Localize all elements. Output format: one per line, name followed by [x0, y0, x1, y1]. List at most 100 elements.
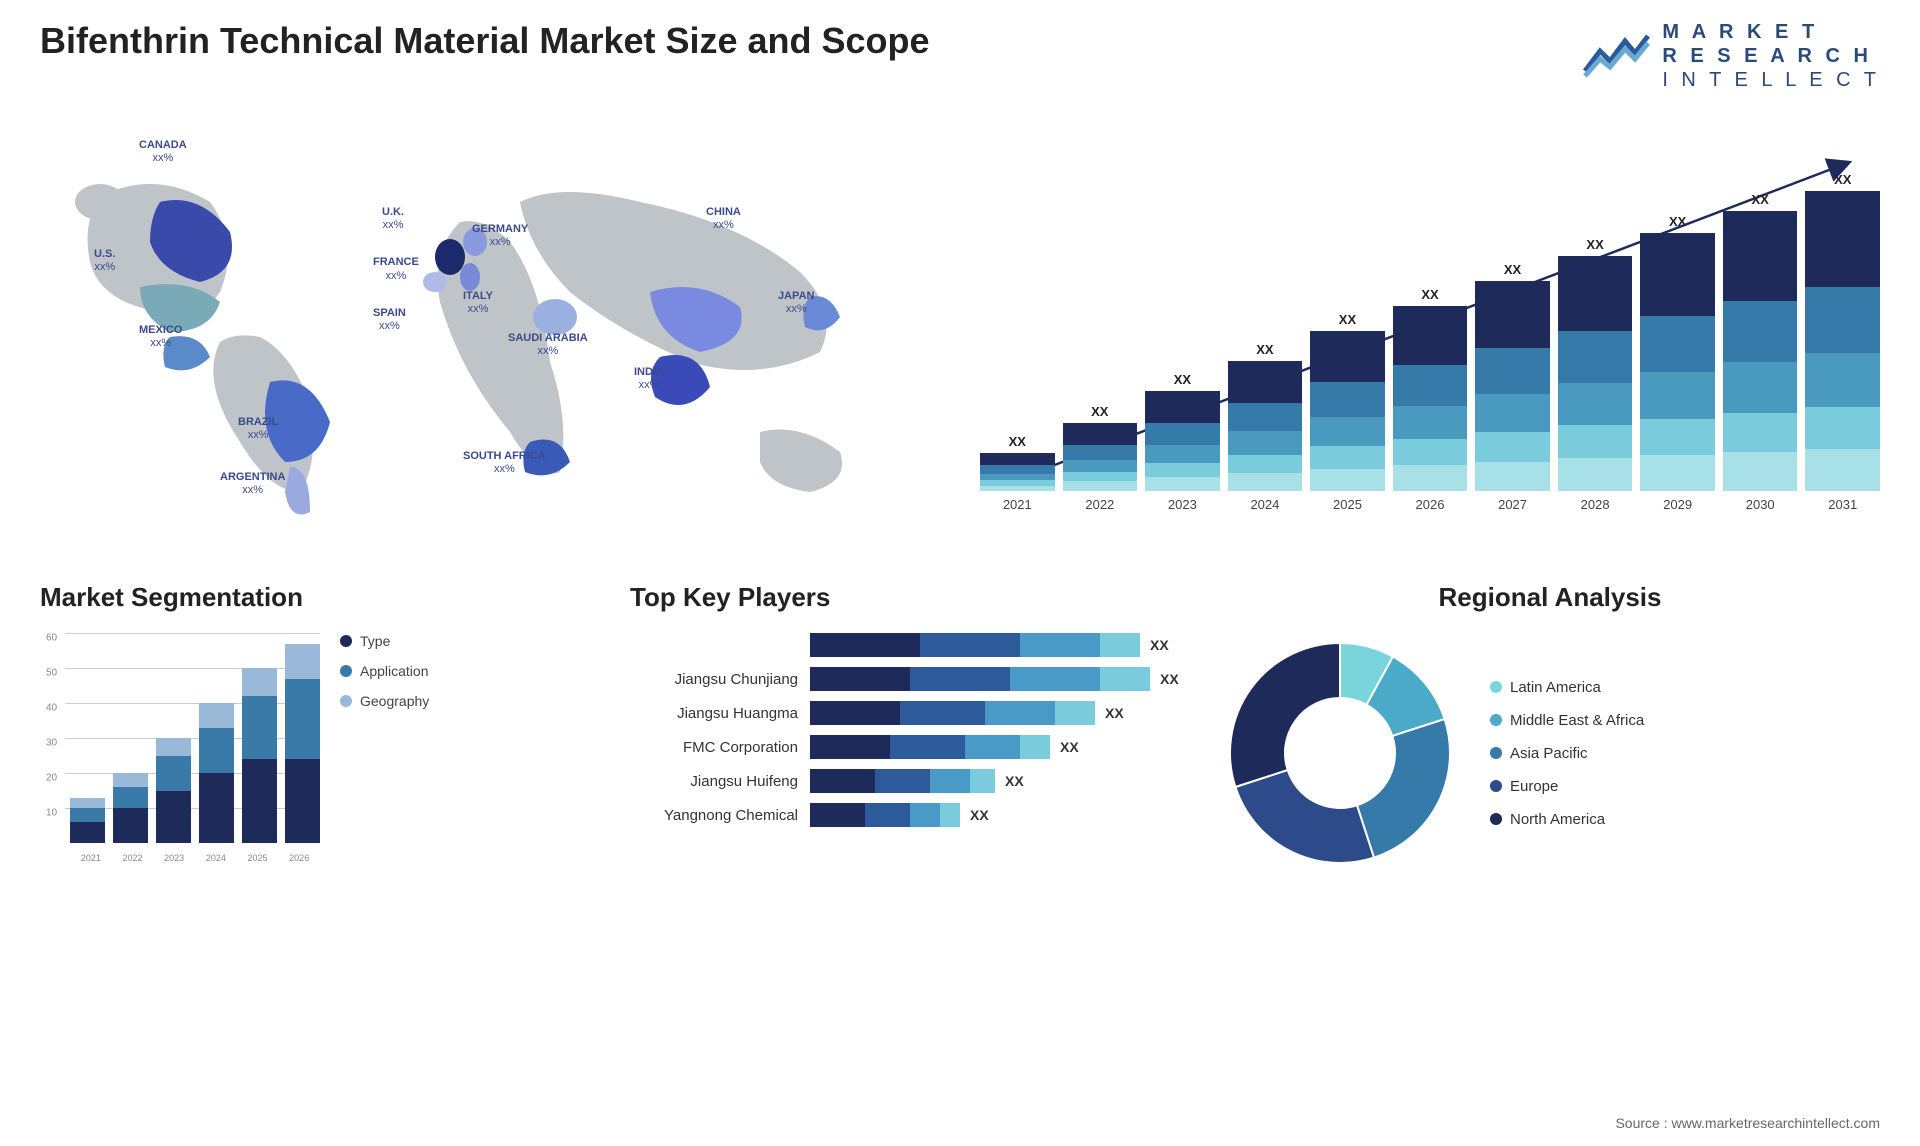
player-name: Jiangsu Huifeng: [630, 773, 810, 790]
logo-line1: M A R K E T: [1662, 20, 1880, 44]
segmentation-bar: [156, 738, 191, 843]
regional-donut: [1220, 633, 1460, 873]
bar-value-label: XX: [1504, 262, 1521, 277]
map-label: JAPANxx%: [778, 290, 814, 316]
map-label: SOUTH AFRICAxx%: [463, 450, 546, 476]
segmentation-chart: 102030405060 202120222023202420252026: [40, 633, 320, 863]
player-name: FMC Corporation: [630, 739, 810, 756]
regional-panel: Regional Analysis Latin America Middle Ea…: [1220, 582, 1880, 873]
bar-value-label: XX: [1421, 287, 1438, 302]
bar-value-label: XX: [1091, 404, 1108, 419]
legend-item: Application: [340, 663, 429, 679]
year-label: 2021: [1003, 497, 1032, 512]
map-label: INDIAxx%: [634, 366, 664, 392]
growth-bar-column: XX 2029: [1640, 214, 1715, 512]
bar-value-label: XX: [1339, 312, 1356, 327]
segmentation-bar: [199, 703, 234, 843]
donut-slice: [1357, 719, 1450, 858]
bar-value-label: XX: [1256, 342, 1273, 357]
legend-item: Latin America: [1490, 679, 1644, 696]
bar-value-label: XX: [1669, 214, 1686, 229]
regional-title: Regional Analysis: [1220, 582, 1880, 613]
world-map-panel: CANADAxx% U.S.xx% MEXICOxx% BRAZILxx% ARGENT…: [40, 122, 940, 542]
donut-slice: [1230, 643, 1340, 787]
legend-item: Europe: [1490, 778, 1644, 795]
logo-line3: I N T E L L E C T: [1662, 68, 1880, 92]
legend-item: Geography: [340, 693, 429, 709]
map-label: GERMANYxx%: [472, 223, 528, 249]
map-label: FRANCExx%: [373, 256, 419, 282]
year-label: 2025: [1333, 497, 1362, 512]
segmentation-bar: [242, 668, 277, 843]
legend-item: Middle East & Africa: [1490, 712, 1644, 729]
map-label: CHINAxx%: [706, 206, 741, 232]
growth-bar-column: XX 2022: [1063, 404, 1138, 512]
growth-chart-panel: XX 2021 XX 2022 XX 2023 XX 2024 XX 2025 XX 2026 XX 20…: [980, 122, 1880, 542]
brand-logo: M A R K E T R E S E A R C H I N T E L L …: [1580, 20, 1880, 92]
segmentation-bar: [70, 798, 105, 844]
bar-value-label: XX: [1752, 192, 1769, 207]
player-value: XX: [1150, 637, 1169, 653]
growth-bar-column: XX 2031: [1805, 172, 1880, 512]
player-value: XX: [1005, 773, 1024, 789]
year-label: 2027: [1498, 497, 1527, 512]
player-name: Jiangsu Huangma: [630, 705, 810, 722]
player-name: Yangnong Chemical: [630, 807, 810, 824]
bar-value-label: XX: [1009, 434, 1026, 449]
key-players-panel: Top Key Players XXJiangsu ChunjiangXXJia…: [630, 582, 1180, 873]
player-value: XX: [1060, 739, 1079, 755]
growth-bar-column: XX 2027: [1475, 262, 1550, 512]
year-label: 2026: [1416, 497, 1445, 512]
year-label: 2023: [1168, 497, 1197, 512]
year-label: 2024: [1250, 497, 1279, 512]
map-label: ARGENTINAxx%: [220, 471, 285, 497]
player-row: XX: [630, 633, 1180, 657]
growth-bar-column: XX 2028: [1558, 237, 1633, 512]
player-row: Jiangsu Huifeng XX: [630, 769, 1180, 793]
growth-bar-column: XX 2024: [1228, 342, 1303, 512]
player-row: FMC Corporation XX: [630, 735, 1180, 759]
map-label: U.K.xx%: [382, 206, 404, 232]
year-label: 2028: [1581, 497, 1610, 512]
map-label: CANADAxx%: [139, 139, 187, 165]
year-label: 2031: [1828, 497, 1857, 512]
map-label: U.S.xx%: [94, 248, 115, 274]
map-label: SPAINxx%: [373, 307, 406, 333]
map-label: BRAZILxx%: [238, 416, 278, 442]
segmentation-legend: Type Application Geography: [340, 633, 429, 863]
growth-bar-column: XX 2030: [1723, 192, 1798, 512]
donut-slice: [1235, 770, 1374, 863]
regional-legend: Latin America Middle East & Africa Asia Pa…: [1490, 679, 1644, 828]
player-value: XX: [1105, 705, 1124, 721]
player-row: Jiangsu Huangma XX: [630, 701, 1180, 725]
segmentation-title: Market Segmentation: [40, 582, 590, 613]
bar-value-label: XX: [1174, 372, 1191, 387]
player-row: Jiangsu Chunjiang XX: [630, 667, 1180, 691]
bar-value-label: XX: [1586, 237, 1603, 252]
segmentation-bar: [113, 773, 148, 843]
year-label: 2029: [1663, 497, 1692, 512]
player-value: XX: [1160, 671, 1179, 687]
bar-value-label: XX: [1834, 172, 1851, 187]
year-label: 2022: [1085, 497, 1114, 512]
logo-line2: R E S E A R C H: [1662, 44, 1880, 68]
map-label: ITALYxx%: [463, 290, 493, 316]
key-players-title: Top Key Players: [630, 582, 1180, 613]
growth-bar-column: XX 2021: [980, 434, 1055, 512]
growth-bar-column: XX 2026: [1393, 287, 1468, 512]
page-title: Bifenthrin Technical Material Market Siz…: [40, 20, 930, 62]
player-value: XX: [970, 807, 989, 823]
player-name: Jiangsu Chunjiang: [630, 671, 810, 688]
logo-icon: [1580, 31, 1650, 81]
legend-item: Type: [340, 633, 429, 649]
year-label: 2030: [1746, 497, 1775, 512]
growth-bar-column: XX 2023: [1145, 372, 1220, 512]
player-row: Yangnong Chemical XX: [630, 803, 1180, 827]
legend-item: North America: [1490, 811, 1644, 828]
map-label: SAUDI ARABIAxx%: [508, 332, 588, 358]
legend-item: Asia Pacific: [1490, 745, 1644, 762]
source-attribution: Source : www.marketresearchintellect.com: [1615, 1115, 1880, 1131]
map-label: MEXICOxx%: [139, 324, 182, 350]
segmentation-bar: [285, 644, 320, 844]
segmentation-panel: Market Segmentation 102030405060 2021202…: [40, 582, 590, 873]
